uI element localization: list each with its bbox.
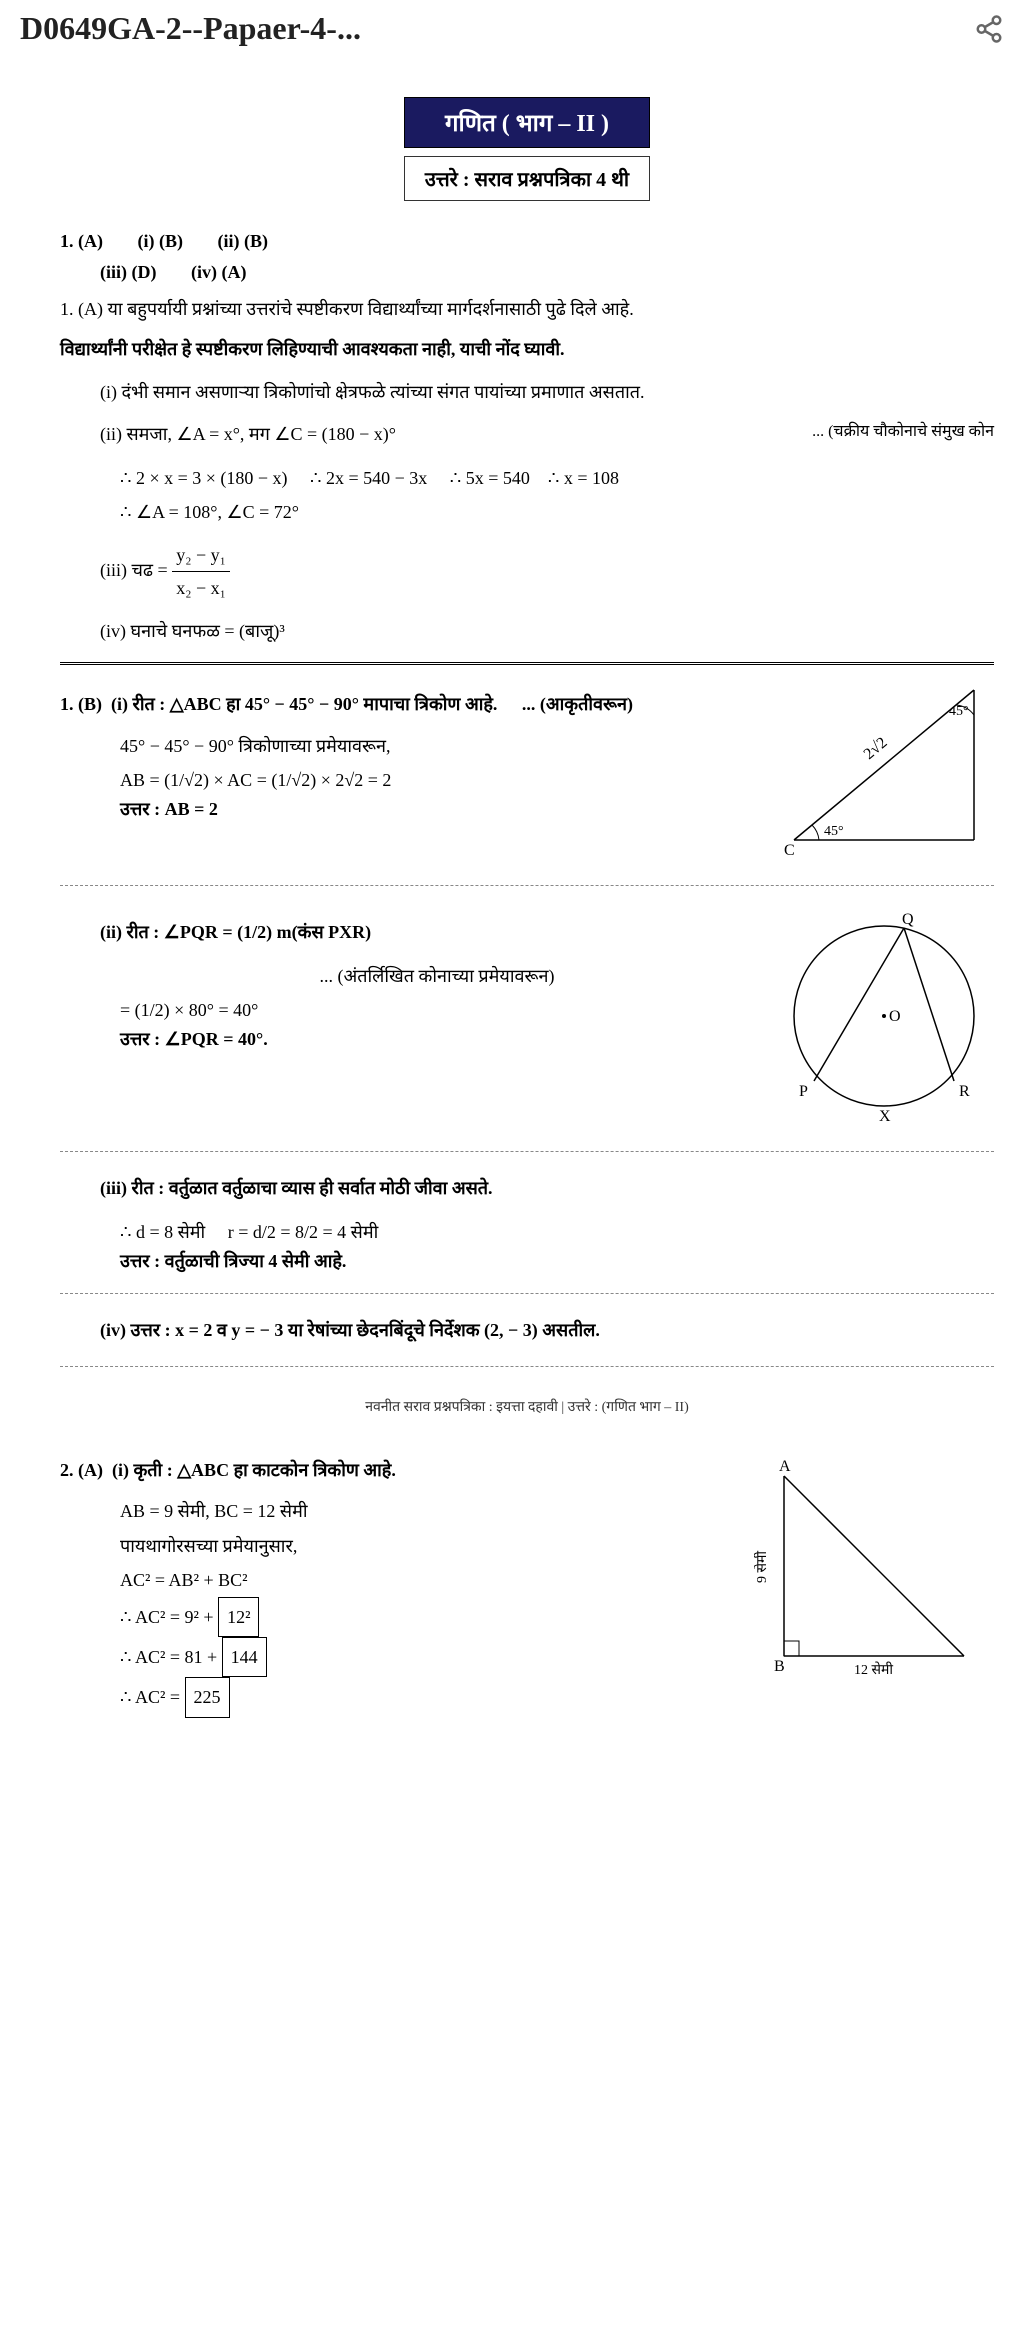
fig-o: O [889, 1008, 901, 1025]
right-triangle-figure: A B 9 सेमी 12 सेमी [754, 1446, 994, 1691]
q1b-i-note: ... (आकृतीवरून) [522, 694, 633, 714]
q1-ii: (ii) (B) [217, 231, 267, 252]
circle-figure: Q P R X O [774, 906, 994, 1131]
subtitle-box: उत्तरे : सराव प्रश्नपत्रिका 4 थी [404, 156, 650, 201]
q1a-ii-text: (ii) समजा, ∠A = x°, मग ∠C = (180 − x)° [100, 424, 396, 444]
q2a-eq3: ∴ AC² = 81 + 144 [120, 1637, 734, 1677]
q1a-intro: 1. (A) या बहुपर्यायी प्रश्नांच्या उत्तरा… [60, 293, 994, 325]
q1b-ii-head: (ii) रीत : ∠PQR = (1/2) m(कंस PXR) [100, 916, 754, 948]
q2a-eq2b-box: 12² [218, 1597, 259, 1637]
divider-dash-1 [60, 885, 994, 886]
doc-header: D0649GA-2--Papaer-4-... [0, 0, 1024, 57]
q1-label: 1. (A) [60, 231, 103, 252]
title-block: गणित ( भाग – II ) उत्तरे : सराव प्रश्नपत… [60, 97, 994, 201]
q1b-i-ans: उत्तर : AB = 2 [120, 797, 754, 821]
share-icon[interactable] [974, 14, 1004, 44]
footer-note: नवनीत सराव प्रश्नपत्रिका : इयत्ता दहावी … [60, 1397, 994, 1416]
q1a-ii-note: ... (चक्रीय चौकोनाचे संमुख कोन [812, 418, 994, 447]
q1b-iii-eq: ∴ d = 8 सेमी r = d/2 = 8/2 = 4 सेमी [120, 1215, 994, 1249]
q1a-iii: (iii) चढ = y₂ − y₁ x₂ − x₁ [100, 539, 994, 605]
q1b-ii-note: ... (अंतर्लिखित कोनाच्या प्रमेयावरून) [120, 959, 754, 993]
q1b-ii-ans: उत्तर : ∠PQR = 40°. [120, 1027, 754, 1051]
q1b-ii-row: (ii) रीत : ∠PQR = (1/2) m(कंस PXR) ... (… [60, 906, 994, 1131]
fig-r: R [959, 1083, 970, 1100]
q1-answers-row1: 1. (A) (i) (B) (ii) (B) [60, 231, 994, 252]
q2a-row: 2. (A) (i) कृती : △ABC हा काटकोन त्रिकोण… [60, 1446, 994, 1718]
q2a-eq3b-box: 144 [222, 1637, 267, 1677]
fig-x: X [879, 1108, 891, 1125]
frac-num: y₂ − y₁ [172, 539, 230, 572]
q1b-i-line2: 45° − 45° − 90° त्रिकोणाच्या प्रमेयावरून… [120, 729, 754, 763]
q2a-eq1: AC² = AB² + BC² [120, 1563, 734, 1597]
q2a-eq4b-box: 225 [185, 1677, 230, 1717]
q1a-note: विद्यार्थ्यांनी परीक्षेत हे स्पष्टीकरण ल… [60, 333, 994, 365]
q1-i: (i) (B) [138, 231, 183, 252]
fig-ab-label: 9 सेमी [754, 1551, 770, 1583]
fig-side: 2√2 [861, 734, 891, 763]
q1-iii: (iii) (D) [100, 262, 156, 283]
fig-45a: 45° [824, 824, 844, 839]
q1a-ii-b: ∴ 2 × x = 3 × (180 − x) ∴ 2x = 540 − 3x … [120, 461, 994, 495]
q1b-iii-ans: उत्तर : वर्तुळाची त्रिज्या 4 सेमी आहे. [120, 1249, 994, 1273]
q1a-ii-c: ∴ ∠A = 108°, ∠C = 72° [120, 495, 994, 529]
q2a-line1: AB = 9 सेमी, BC = 12 सेमी [120, 1494, 734, 1528]
q2a-eq4a: ∴ AC² = [120, 1687, 185, 1707]
fig-45b: 45° [949, 704, 969, 719]
document-title: D0649GA-2--Papaer-4-... [20, 10, 361, 47]
fig-a: A [779, 1458, 791, 1475]
q1b-i-head-text: 1. (B) (i) रीत : △ABC हा 45° − 45° − 90°… [60, 694, 497, 714]
divider-dash-4 [60, 1366, 994, 1367]
divider-dash-2 [60, 1151, 994, 1152]
q1b-i-head: 1. (B) (i) रीत : △ABC हा 45° − 45° − 90°… [60, 688, 754, 720]
q1a-ii: (ii) समजा, ∠A = x°, मग ∠C = (180 − x)° .… [100, 418, 994, 450]
fig-bc-label: 12 सेमी [854, 1661, 893, 1678]
divider-double [60, 662, 994, 665]
q1-answers-row2: (iii) (D) (iv) (A) [100, 262, 994, 283]
q1b-iv: (iv) उत्तर : x = 2 व y = − 3 या रेषांच्य… [100, 1314, 994, 1346]
q1b-iii-head: (iii) रीत : वर्तुळात वर्तुळाचा व्यास ही … [100, 1172, 994, 1204]
q2a-head: 2. (A) (i) कृती : △ABC हा काटकोन त्रिकोण… [60, 1454, 734, 1486]
frac-den: x₂ − x₁ [172, 572, 230, 604]
q1b-i-row: 1. (B) (i) रीत : △ABC हा 45° − 45° − 90°… [60, 680, 994, 865]
fig-p: P [799, 1083, 808, 1100]
q1b-i-eq: AB = (1/√2) × AC = (1/√2) × 2√2 = 2 [120, 763, 754, 797]
q2a-eq2: ∴ AC² = 9² + 12² [120, 1597, 734, 1637]
fig-c-label: C [784, 842, 795, 859]
page-content: गणित ( भाग – II ) उत्तरे : सराव प्रश्नपत… [0, 57, 1024, 1738]
q2a-eq4: ∴ AC² = 225 [120, 1677, 734, 1717]
q1a-i: (i) दंभी समान असणाऱ्या त्रिकोणांचो क्षेत… [100, 376, 994, 408]
divider-dash-3 [60, 1293, 994, 1294]
q2a-line2: पायथागोरसच्या प्रमेयानुसार, [120, 1529, 734, 1563]
q2a-eq2a: ∴ AC² = 9² + [120, 1607, 218, 1627]
fig-q: Q [902, 911, 914, 928]
q2a-eq3a: ∴ AC² = 81 + [120, 1647, 222, 1667]
q1-iv: (iv) (A) [191, 262, 246, 283]
fig-b: B [774, 1658, 785, 1675]
q1b-ii-eq: = (1/2) × 80° = 40° [120, 993, 754, 1027]
q1a-iv: (iv) घनाचे घनफळ = (बाजू)³ [100, 615, 994, 647]
subject-banner: गणित ( भाग – II ) [404, 97, 650, 148]
q1a-iii-label: (iii) चढ = [100, 560, 172, 580]
triangle-45-figure: C 45° 45° 2√2 [774, 680, 994, 865]
